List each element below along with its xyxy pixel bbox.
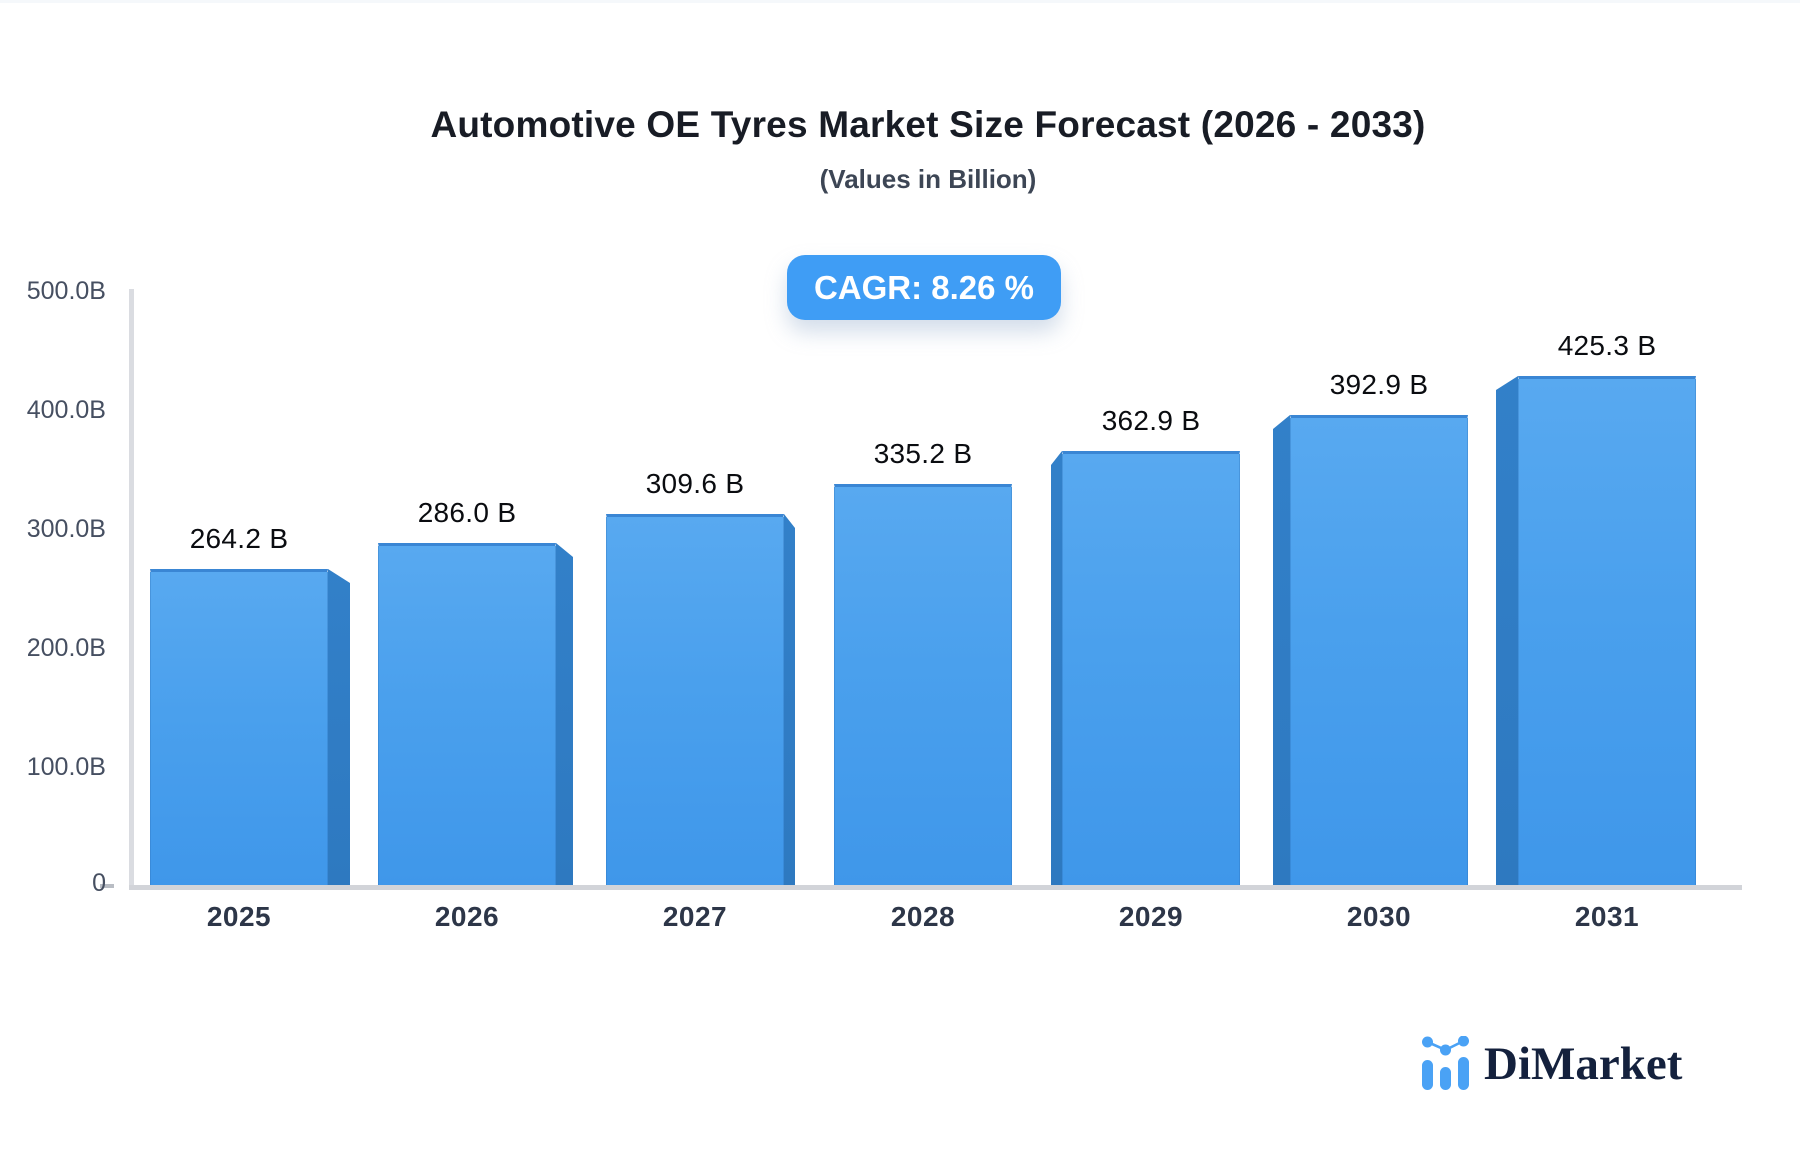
bar-side-face	[1051, 451, 1062, 885]
chart-title: Automotive OE Tyres Market Size Forecast…	[430, 104, 1426, 145]
x-axis-label: 2028	[890, 901, 956, 932]
cagr-badge: CAGR: 8.26 %	[787, 255, 1061, 320]
brand-logo: DiMarket	[1420, 1036, 1682, 1092]
y-axis-label: 200.0B	[26, 634, 106, 662]
bar-2029	[1062, 451, 1240, 885]
bar-value-label: 335.2 B	[873, 438, 973, 469]
bar-value-label: 286.0 B	[417, 497, 517, 528]
bar-side-face	[328, 569, 350, 885]
x-axis-label: 2025	[206, 901, 272, 932]
bar-value-label: 309.6 B	[645, 468, 745, 499]
x-axis-label: 2027	[662, 901, 728, 932]
brand-name: DiMarket	[1484, 1038, 1683, 1090]
chart-subtitle: (Values in Billion)	[819, 164, 1037, 194]
zero-tick-mark	[100, 884, 114, 888]
x-axis-line	[129, 885, 1742, 890]
bar-2026	[378, 543, 556, 885]
bar-2031	[1518, 376, 1696, 885]
bar-2027	[606, 514, 784, 885]
y-axis-label: 400.0B	[26, 396, 106, 424]
chart-header: Automotive OE Tyres Market Size Forecast…	[56, 104, 1800, 195]
x-axis-label: 2031	[1574, 901, 1640, 932]
bar-chart-logo-icon	[1422, 1036, 1469, 1090]
bar-value-label: 392.9 B	[1329, 369, 1429, 400]
bar-value-label: 362.9 B	[1101, 405, 1201, 436]
bar-2030	[1290, 415, 1468, 885]
bar-2025	[150, 569, 328, 885]
bar-side-face	[1496, 376, 1518, 885]
y-axis-label: 0	[92, 869, 106, 897]
x-axis-label: 2026	[434, 901, 500, 932]
bar-value-label: 264.2 B	[189, 523, 289, 554]
bar-value-label: 425.3 B	[1557, 330, 1657, 361]
y-axis-label: 500.0B	[26, 277, 106, 305]
bar-side-face	[1273, 415, 1290, 885]
y-axis-label: 100.0B	[26, 753, 106, 781]
x-axis-label: 2029	[1118, 901, 1184, 932]
bar-2028	[834, 484, 1012, 885]
bar-side-face	[784, 514, 795, 885]
x-axis-label: 2030	[1346, 901, 1412, 932]
page-top-border	[0, 0, 1800, 3]
y-axis-label: 300.0B	[26, 515, 106, 543]
y-axis-line	[129, 289, 134, 888]
bar-side-face	[556, 543, 573, 885]
